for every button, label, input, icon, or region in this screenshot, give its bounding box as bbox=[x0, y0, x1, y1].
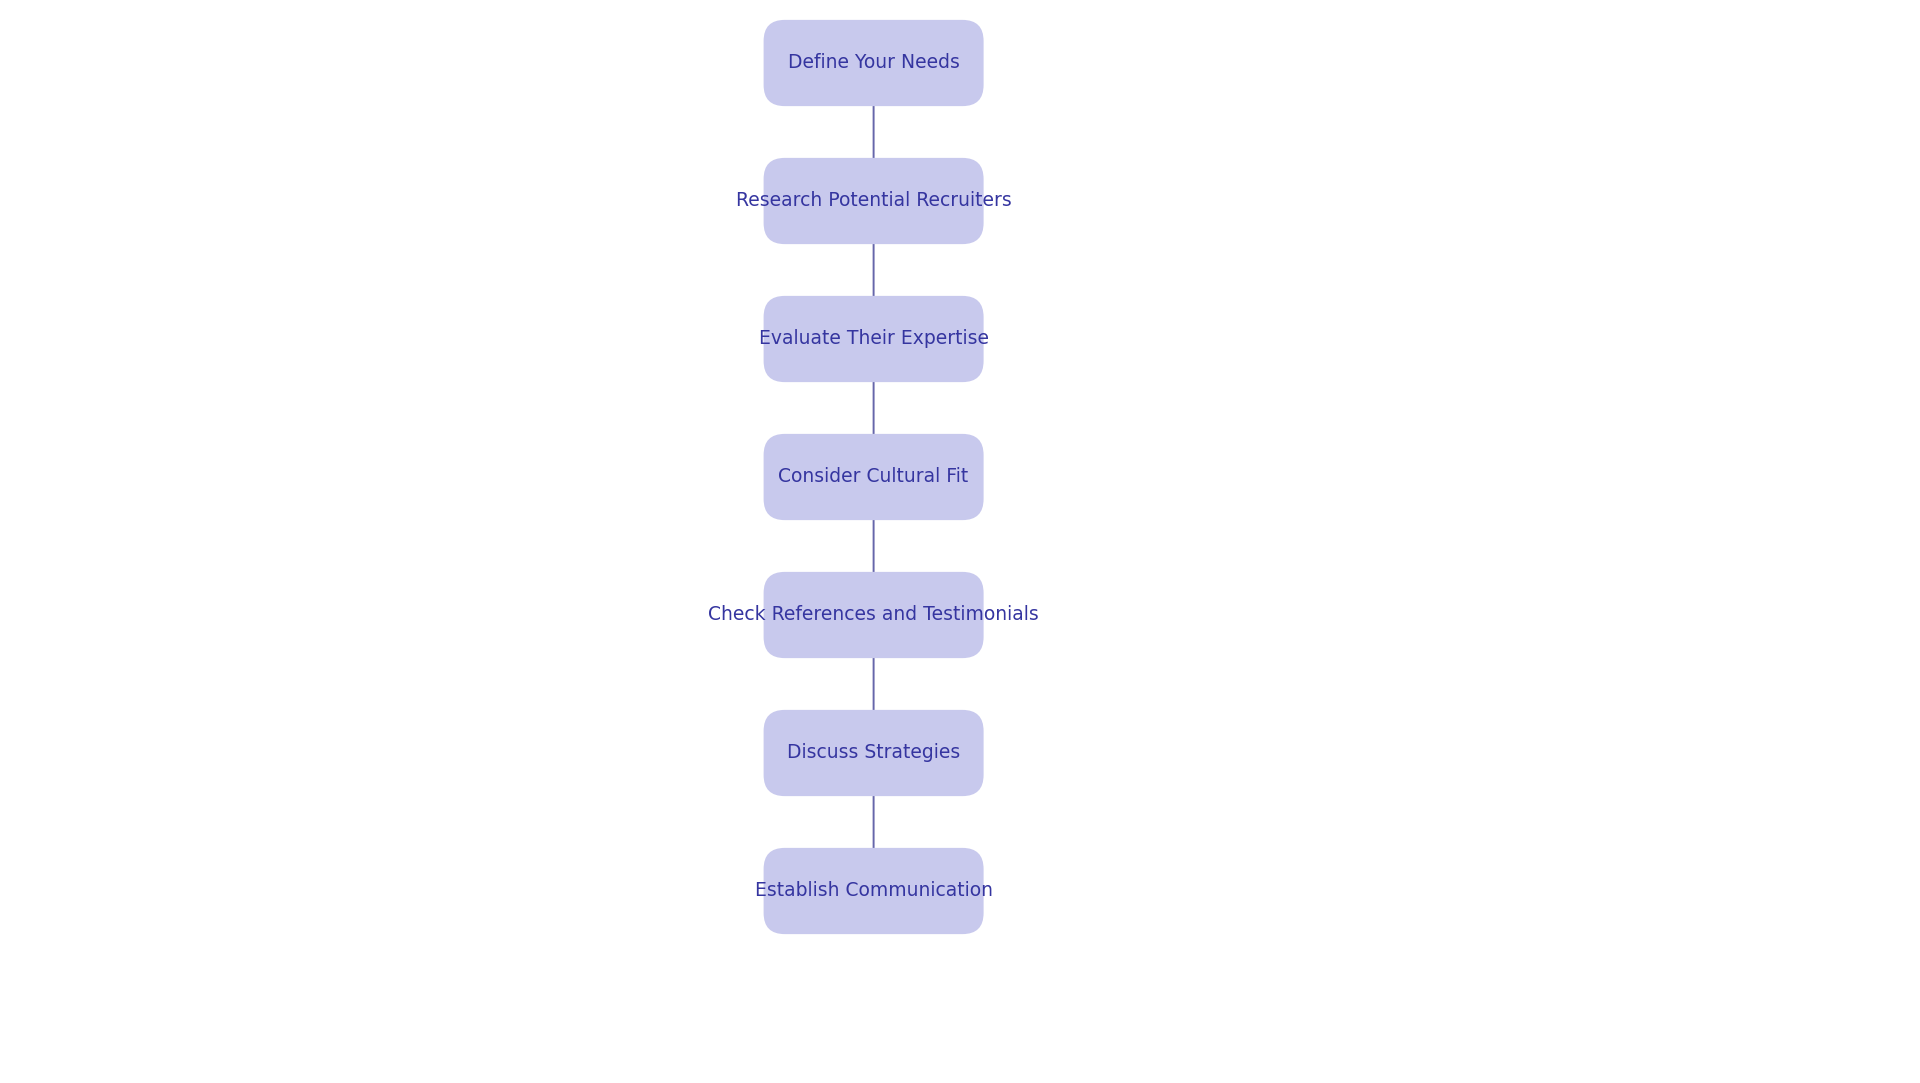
FancyBboxPatch shape bbox=[764, 434, 983, 520]
FancyBboxPatch shape bbox=[764, 296, 983, 382]
Text: Research Potential Recruiters: Research Potential Recruiters bbox=[735, 192, 1012, 210]
Text: Discuss Strategies: Discuss Strategies bbox=[787, 744, 960, 762]
FancyBboxPatch shape bbox=[764, 848, 983, 935]
Text: Define Your Needs: Define Your Needs bbox=[787, 53, 960, 73]
Text: Evaluate Their Expertise: Evaluate Their Expertise bbox=[758, 329, 989, 349]
Text: Establish Communication: Establish Communication bbox=[755, 882, 993, 900]
Text: Check References and Testimonials: Check References and Testimonials bbox=[708, 605, 1039, 625]
FancyBboxPatch shape bbox=[764, 158, 983, 244]
FancyBboxPatch shape bbox=[764, 19, 983, 106]
FancyBboxPatch shape bbox=[764, 572, 983, 658]
Text: Consider Cultural Fit: Consider Cultural Fit bbox=[778, 468, 970, 486]
FancyBboxPatch shape bbox=[764, 709, 983, 796]
